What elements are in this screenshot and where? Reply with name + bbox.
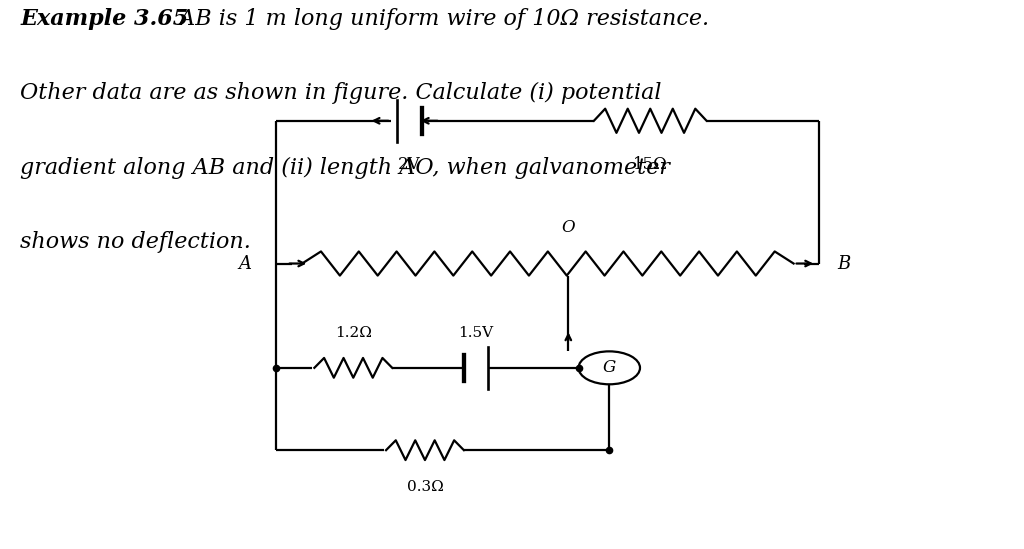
Text: shows no deflection.: shows no deflection.: [20, 231, 251, 253]
Text: 1.2Ω: 1.2Ω: [335, 326, 372, 340]
Text: Example 3.65: Example 3.65: [20, 8, 188, 30]
Text: 2V: 2V: [398, 156, 421, 173]
Text: 1.5V: 1.5V: [459, 326, 494, 340]
Text: G: G: [603, 360, 615, 376]
Text: O: O: [561, 219, 575, 236]
Text: AB is 1 m long uniform wire of 10Ω resistance.: AB is 1 m long uniform wire of 10Ω resis…: [172, 8, 710, 30]
Text: Other data are as shown in figure. Calculate (i) potential: Other data are as shown in figure. Calcu…: [20, 82, 662, 104]
Text: gradient along AB and (ii) length AO, when galvanometer: gradient along AB and (ii) length AO, wh…: [20, 156, 671, 178]
Text: 15Ω: 15Ω: [633, 156, 668, 173]
Text: B: B: [838, 255, 851, 272]
Circle shape: [579, 351, 640, 384]
Text: A: A: [238, 255, 251, 272]
Text: 0.3Ω: 0.3Ω: [407, 480, 443, 495]
